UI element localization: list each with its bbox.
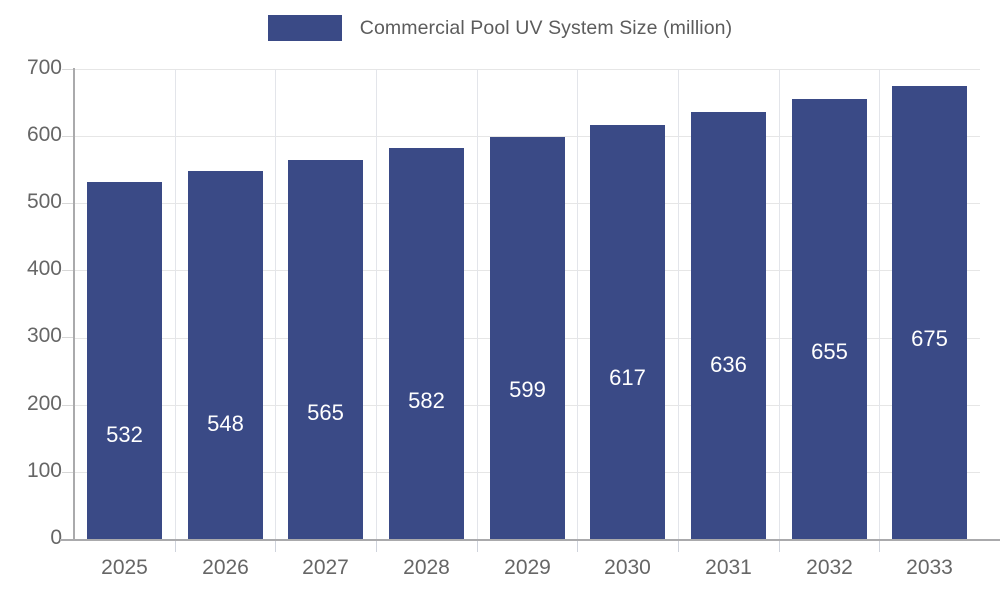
y-axis: 700 600 500 400 300 200 100 0	[0, 0, 62, 600]
x-axis-tick-label: 2030	[604, 556, 651, 579]
x-axis-tick-label: 2026	[202, 556, 249, 579]
x-axis-tick-mark	[678, 541, 679, 552]
bar-value-label: 636	[710, 352, 747, 377]
gridline-vertical	[678, 69, 679, 539]
y-axis-line	[73, 68, 75, 540]
x-axis-tick-mark	[879, 541, 880, 552]
x-axis-tick-label: 2031	[705, 556, 752, 579]
bar[interactable]	[691, 112, 766, 539]
x-axis-tick-label: 2033	[906, 556, 953, 579]
bar-value-label: 617	[609, 365, 646, 390]
x-axis-tick-label: 2029	[504, 556, 551, 579]
bar[interactable]	[188, 171, 263, 539]
chart-legend: Commercial Pool UV System Size (million)	[0, 0, 1000, 56]
x-axis-tick-mark	[275, 541, 276, 552]
gridline-vertical	[577, 69, 578, 539]
bar-value-label: 582	[408, 388, 445, 413]
y-axis-tick-label: 600	[26, 123, 62, 146]
x-axis-tick-mark	[577, 541, 578, 552]
bar-value-label: 675	[911, 326, 948, 351]
x-axis-tick-mark	[376, 541, 377, 552]
bar[interactable]	[792, 99, 867, 539]
legend-swatch-icon	[267, 15, 342, 41]
y-axis-tick-mark	[62, 270, 73, 271]
x-axis-tick-mark	[779, 541, 780, 552]
x-axis-tick-mark	[175, 541, 176, 552]
y-axis-tick-label: 500	[26, 190, 62, 213]
gridline-vertical	[879, 69, 880, 539]
bar-value-label: 599	[509, 377, 546, 402]
bar-value-label: 548	[207, 411, 244, 436]
legend-item-commercial-pool-uv-system-size[interactable]: Commercial Pool UV System Size (million)	[267, 15, 733, 41]
y-axis-tick-label: 300	[26, 324, 62, 347]
bar[interactable]	[288, 160, 363, 539]
y-axis-tick-mark	[62, 69, 73, 70]
y-axis-tick-mark	[62, 405, 73, 406]
x-axis-tick-label: 2027	[302, 556, 349, 579]
bar[interactable]	[490, 137, 565, 539]
y-axis-tick-label: 700	[26, 56, 62, 79]
y-axis-tick-label: 100	[26, 459, 62, 482]
legend-label: Commercial Pool UV System Size (million)	[359, 16, 733, 39]
bar[interactable]	[892, 86, 967, 539]
x-axis-tick-label: 2032	[806, 556, 853, 579]
y-axis-tick-label: 0	[50, 526, 62, 549]
gridline-vertical	[477, 69, 478, 539]
y-axis-tick-mark	[62, 337, 73, 338]
bar-value-label: 565	[307, 400, 344, 425]
bar[interactable]	[590, 125, 665, 539]
gridline-vertical	[175, 69, 176, 539]
x-axis-line	[60, 539, 1000, 541]
y-axis-tick-mark	[62, 203, 73, 204]
bar-value-label: 655	[811, 339, 848, 364]
bar[interactable]	[87, 182, 162, 539]
bar[interactable]	[389, 148, 464, 539]
y-axis-tick-mark	[62, 472, 73, 473]
y-axis-tick-mark	[62, 136, 73, 137]
x-axis-tick-mark	[477, 541, 478, 552]
gridline-vertical	[376, 69, 377, 539]
gridline-vertical	[275, 69, 276, 539]
plot-area: 532 548 565 582 599 617 636 655 675	[74, 69, 980, 540]
gridline-vertical	[779, 69, 780, 539]
bar-value-label: 532	[106, 422, 143, 447]
y-axis-tick-label: 400	[26, 257, 62, 280]
gridline-horizontal	[74, 136, 980, 137]
gridline-horizontal	[74, 69, 980, 70]
x-axis-tick-label: 2025	[101, 556, 148, 579]
y-axis-tick-label: 200	[26, 392, 62, 415]
x-axis-tick-label: 2028	[403, 556, 450, 579]
